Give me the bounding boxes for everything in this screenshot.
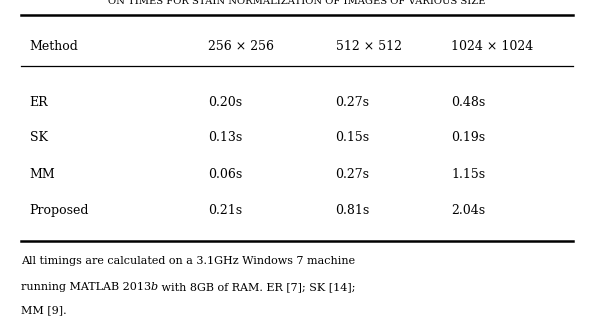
- Text: Method: Method: [30, 40, 78, 53]
- Text: ON TIMES FOR STAIN NORMALIZATION OF IMAGES OF VARIOUS SIZE: ON TIMES FOR STAIN NORMALIZATION OF IMAG…: [108, 0, 486, 6]
- Text: 0.21s: 0.21s: [208, 204, 242, 217]
- Text: SK: SK: [30, 131, 48, 144]
- Text: Proposed: Proposed: [30, 204, 89, 217]
- Text: running MATLAB 2013: running MATLAB 2013: [21, 282, 151, 292]
- Text: ER: ER: [30, 96, 48, 109]
- Text: 1024 × 1024: 1024 × 1024: [451, 40, 533, 53]
- Text: 0.20s: 0.20s: [208, 96, 242, 109]
- Text: 0.48s: 0.48s: [451, 96, 486, 109]
- Text: b: b: [151, 282, 158, 292]
- Text: 0.27s: 0.27s: [336, 96, 369, 109]
- Text: 0.15s: 0.15s: [336, 131, 369, 144]
- Text: 0.06s: 0.06s: [208, 168, 242, 181]
- Text: MM [9].: MM [9].: [21, 306, 67, 315]
- Text: MM: MM: [30, 168, 55, 181]
- Text: 2.04s: 2.04s: [451, 204, 485, 217]
- Text: 0.81s: 0.81s: [336, 204, 370, 217]
- Text: 0.27s: 0.27s: [336, 168, 369, 181]
- Text: 1.15s: 1.15s: [451, 168, 485, 181]
- Text: 256 × 256: 256 × 256: [208, 40, 274, 53]
- Text: with 8GB of RAM. ER [7]; SK [14];: with 8GB of RAM. ER [7]; SK [14];: [158, 282, 356, 292]
- Text: 0.19s: 0.19s: [451, 131, 485, 144]
- Text: All timings are calculated on a 3.1GHz Windows 7 machine: All timings are calculated on a 3.1GHz W…: [21, 256, 355, 266]
- Text: 512 × 512: 512 × 512: [336, 40, 402, 53]
- Text: 0.13s: 0.13s: [208, 131, 242, 144]
